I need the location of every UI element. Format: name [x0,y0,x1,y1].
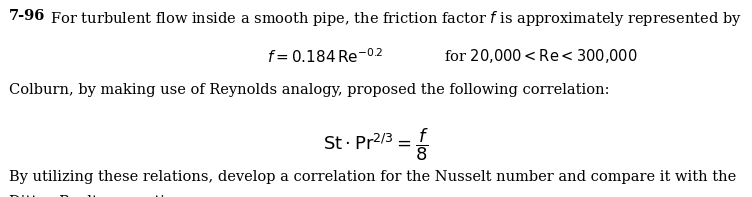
Text: Dittus-Boelter equation.: Dittus-Boelter equation. [9,195,188,197]
Text: Colburn, by making use of Reynolds analogy, proposed the following correlation:: Colburn, by making use of Reynolds analo… [9,83,610,97]
Text: 7-96: 7-96 [9,9,45,23]
Text: for $20{,}000 < \mathrm{Re} < 300{,}000$: for $20{,}000 < \mathrm{Re} < 300{,}000$ [444,47,638,65]
Text: $f = 0.184\,\mathrm{Re}^{-0.2}$: $f = 0.184\,\mathrm{Re}^{-0.2}$ [267,47,384,66]
Text: For turbulent flow inside a smooth pipe, the friction factor $f$ is approximatel: For turbulent flow inside a smooth pipe,… [41,9,741,28]
Text: By utilizing these relations, develop a correlation for the Nusselt number and c: By utilizing these relations, develop a … [9,170,736,184]
Text: $\mathrm{St} \cdot \mathrm{Pr}^{2/3} = \dfrac{f}{8}$: $\mathrm{St} \cdot \mathrm{Pr}^{2/3} = \… [323,126,429,163]
